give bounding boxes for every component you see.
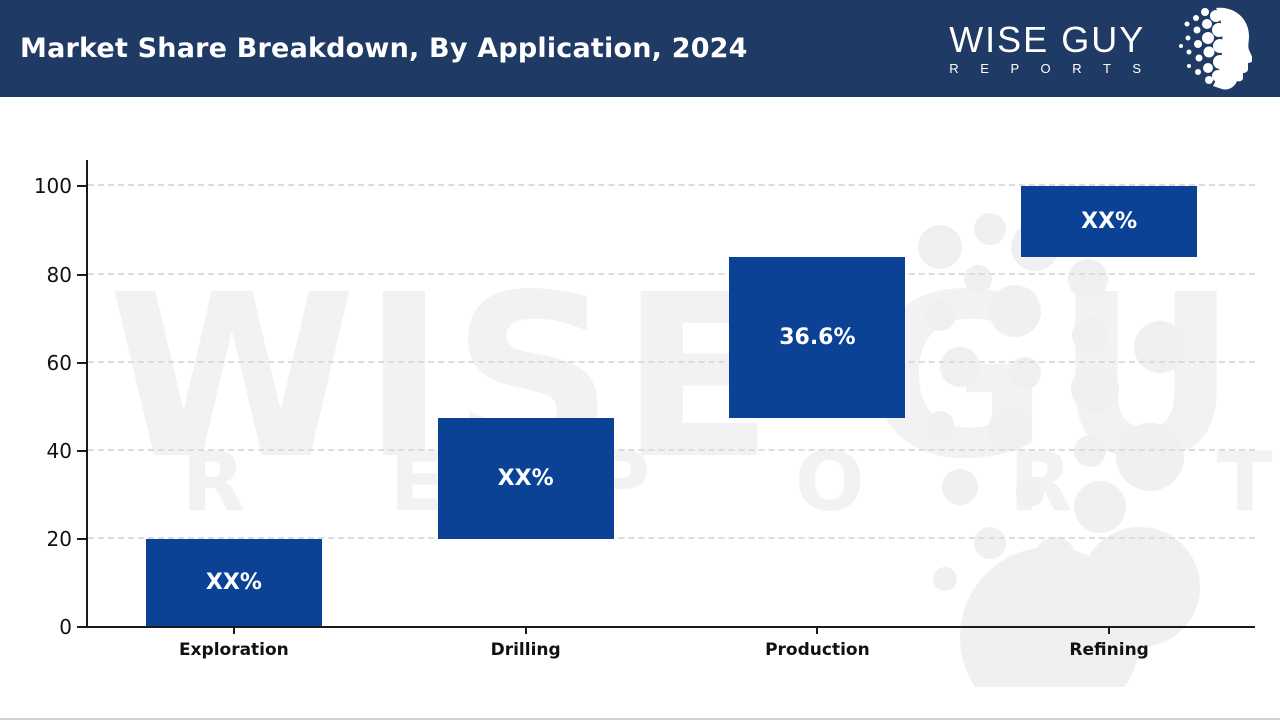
bar-value-label: XX% <box>205 570 262 596</box>
y-tick-label-0: 0 <box>59 615 72 639</box>
x-tick-mark-refining <box>1108 628 1111 634</box>
bar-drilling: XX% <box>437 418 614 539</box>
bar-production: 36.6% <box>729 256 906 419</box>
bar-value-label: XX% <box>497 466 554 492</box>
y-tick-label-60: 60 <box>46 350 72 375</box>
category-label-exploration: Exploration <box>178 640 289 660</box>
logo-head-icon <box>1179 7 1252 89</box>
x-tick-mark-production <box>816 628 819 634</box>
y-tick-label-20: 20 <box>46 526 72 551</box>
category-label-refining: Refining <box>1069 640 1149 660</box>
logo-title: WISE GUY <box>949 18 1146 60</box>
y-tick-mark-100 <box>77 185 86 188</box>
y-axis-line <box>86 160 88 628</box>
logo-subtitle: R E P O R T S <box>949 60 1150 76</box>
bar-value-label: 36.6% <box>779 325 856 351</box>
gridline-20 <box>88 536 1255 539</box>
y-tick-mark-40 <box>77 449 86 452</box>
y-tick-mark-0 <box>77 626 86 628</box>
gridline-100 <box>88 184 1255 187</box>
y-tick-label-40: 40 <box>46 438 72 463</box>
bar-value-label: XX% <box>1081 209 1138 235</box>
gridline-80 <box>88 272 1255 275</box>
y-tick-label-80: 80 <box>46 262 72 287</box>
header-bar: Market Share Breakdown, By Application, … <box>0 0 1280 97</box>
y-tick-mark-60 <box>77 361 86 364</box>
category-label-production: Production <box>765 640 870 660</box>
x-tick-mark-exploration <box>232 628 235 634</box>
bar-exploration: XX% <box>145 538 322 627</box>
plot-region: XX% XX% 36.6% XX% 0 20 40 60 80 100 Exploration D… <box>34 160 1255 660</box>
wise-guy-reports-logo: WISE GUY R E P O R T S <box>949 6 1252 92</box>
x-axis-line <box>86 626 1255 628</box>
y-tick-mark-80 <box>77 273 86 276</box>
gridline-40 <box>88 448 1255 451</box>
chart-area: WISE GU R E P O R T S <box>0 97 1280 718</box>
category-label-drilling: Drilling <box>490 640 561 660</box>
x-tick-mark-drilling <box>524 628 527 634</box>
bar-refining: XX% <box>1021 186 1198 257</box>
y-tick-label-100: 100 <box>33 174 72 199</box>
y-tick-mark-20 <box>77 537 86 540</box>
logo-wordmark: WISE GUY R E P O R T S <box>949 18 1150 76</box>
page-title: Market Share Breakdown, By Application, … <box>20 33 748 64</box>
gridline-60 <box>88 360 1255 363</box>
